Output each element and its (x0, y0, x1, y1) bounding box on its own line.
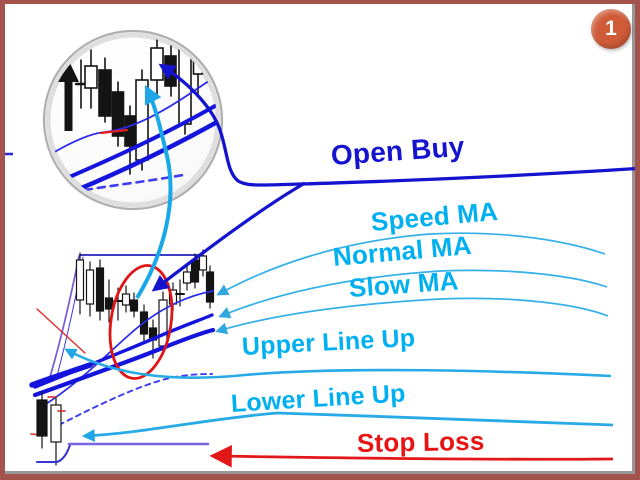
ma-convergence (29, 362, 93, 388)
stop-loss-label: Stop Loss (356, 425, 485, 458)
speed-ma-line (42, 290, 214, 407)
stop-loss-arrow (209, 445, 614, 468)
entry-step-line (36, 444, 71, 463)
normal-ma-curve (218, 269, 608, 319)
lower-line-curve (81, 411, 614, 442)
dashed-band-line (58, 373, 213, 426)
price-spike-line (49, 255, 80, 378)
open-buy-line (158, 63, 635, 187)
step-number-badge: 1 (591, 9, 631, 49)
zoom-arrow (135, 84, 173, 300)
speed-ma-curve (216, 232, 606, 296)
slow-ma-line (32, 327, 216, 398)
bottom-mini-chart (36, 391, 210, 466)
magnifier-circle (42, 29, 224, 211)
lens-ma-red-segment (99, 128, 129, 135)
open-buy-branch-arrow (151, 181, 306, 292)
diagram-canvas (5, 29, 635, 468)
upper-line-curve (64, 348, 612, 380)
slow-ma-curve (215, 297, 609, 335)
red-trend-tick (36, 308, 86, 354)
buy-arrow-icon (58, 60, 79, 131)
zoom-highlight-ellipse (108, 264, 174, 380)
